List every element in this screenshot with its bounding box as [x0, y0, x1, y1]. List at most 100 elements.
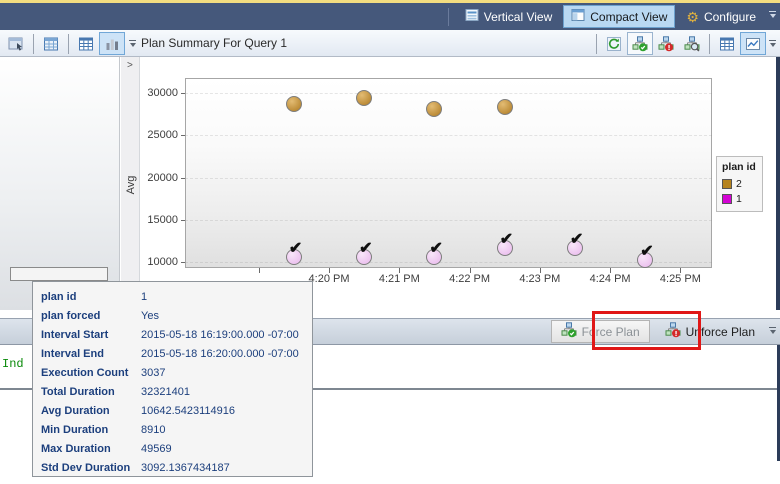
forced-plan-check-icon: ✔: [640, 243, 654, 261]
results-pane-icon[interactable]: [3, 32, 29, 55]
chart-toggle-icon[interactable]: [740, 32, 766, 55]
tooltip-row: Avg Duration 10642.5423114916: [41, 402, 306, 421]
force-plan-button[interactable]: Force Plan: [550, 320, 650, 343]
tooltip-row: Max Duration 49569: [41, 440, 306, 459]
refresh-icon[interactable]: [601, 32, 627, 55]
chevron-down-icon: [769, 43, 776, 47]
vertical-view-button[interactable]: Vertical View: [457, 5, 560, 28]
plan-grid-pane: [0, 57, 120, 310]
tooltip-row-label: Interval End: [41, 347, 104, 360]
panel-title: Plan Summary For Query 1: [141, 36, 288, 50]
y-axis-title: Avg: [125, 175, 137, 195]
plan-2-data-point[interactable]: [426, 100, 443, 117]
vertical-view-label: Vertical View: [483, 9, 553, 24]
tooltip-row-label: plan id: [41, 290, 77, 303]
compact-view-icon: [571, 8, 585, 25]
toolbar-separator: [709, 33, 710, 54]
plan-details-tooltip: plan id 1 plan forced Yes Interval Start 2015…: [32, 281, 313, 477]
force-strip-overflow-button[interactable]: [769, 327, 776, 334]
legend-swatch: [722, 179, 732, 189]
compact-view-button[interactable]: Compact View: [563, 5, 676, 28]
table-view-icon[interactable]: [73, 32, 99, 55]
chevron-down-icon: [769, 330, 776, 334]
tooltip-row: Std Dev Duration 3092.1367434187: [41, 459, 306, 478]
tooltip-row-label: Avg Duration: [41, 405, 110, 418]
unforce-plan-icon: [665, 322, 681, 341]
force-plan-icon: [561, 322, 577, 341]
overflow-bar: [769, 327, 776, 328]
configure-gear-icon: ⚙: [686, 8, 699, 25]
tooltip-row: Interval Start 2015-05-18 16:19:00.000 -0…: [41, 325, 306, 344]
overflow-bar: [129, 40, 136, 41]
unforce-plan-label: Unforce Plan: [685, 324, 755, 339]
toolbar-separator: [596, 33, 597, 54]
plan-2-data-point[interactable]: [496, 98, 513, 115]
legend: plan id 2 1: [716, 156, 763, 212]
legend-label: 1: [736, 193, 742, 205]
unforce-plan-button[interactable]: Unforce Plan: [656, 321, 764, 342]
tooltip-row-value: 2015-05-18 16:19:00.000 -07:00: [141, 328, 299, 341]
plan-summary-toolbar: [0, 30, 780, 57]
forced-plan-check-icon: ✔: [429, 239, 443, 257]
pane-divider[interactable]: [0, 388, 777, 390]
tooltip-row-value: 3037: [141, 366, 166, 379]
chart-view-icon[interactable]: [99, 32, 125, 55]
chevron-down-icon: [129, 43, 136, 47]
tooltip-row-value: 10642.5423114916: [141, 405, 236, 418]
topbar-overflow-button[interactable]: [769, 11, 776, 18]
toolbar-right-overflow-button[interactable]: [769, 40, 776, 47]
tooltip-row-value: 1: [141, 290, 148, 303]
chevron-down-icon: [769, 14, 776, 18]
tooltip-row-value: 8910: [141, 424, 166, 437]
plot-area: [185, 78, 712, 268]
tooltip-row-label: Total Duration: [41, 386, 115, 399]
tooltip-row-label: Std Dev Duration: [41, 462, 131, 475]
overflow-bar: [769, 11, 776, 12]
unforce-plan-icon[interactable]: [653, 32, 679, 55]
collapsed-grid-box[interactable]: [10, 267, 108, 281]
tooltip-row: Interval End 2015-05-18 16:20:00.000 -07:…: [41, 344, 306, 363]
grid-view-icon[interactable]: [38, 32, 64, 55]
plan-1-data-point[interactable]: ✔: [566, 232, 583, 257]
tooltip-row-label: Interval Start: [41, 328, 109, 341]
tooltip-row-value: 2015-05-18 16:20:00.000 -07:00: [141, 347, 299, 360]
tooltip-row-value: 32321401: [141, 386, 190, 399]
configure-button[interactable]: ⚙ Configure: [678, 5, 764, 28]
legend-swatch: [722, 194, 732, 204]
toolbar-overflow-button[interactable]: [129, 40, 136, 47]
tooltip-row-label: plan forced: [41, 309, 101, 322]
view-switch-icon-group: [3, 31, 136, 56]
force-plan-label: Force Plan: [581, 324, 640, 339]
toolbar-separator: [33, 33, 34, 54]
plan-1-data-point[interactable]: ✔: [285, 240, 302, 265]
tooltip-row-label: Min Duration: [41, 424, 109, 437]
plan-2-data-point[interactable]: [356, 90, 373, 107]
forced-plan-check-icon: ✔: [499, 230, 514, 248]
tooltip-row-value: 3092.1367434187: [141, 462, 230, 475]
plan-2-data-point[interactable]: [285, 96, 302, 113]
view-mode-bar: Vertical View Compact View ⚙ Configure: [0, 0, 780, 30]
topbar-separator: [447, 7, 449, 26]
pane-splitter[interactable]: [121, 57, 140, 310]
window-right-edge: [776, 57, 780, 310]
overflow-bar: [769, 40, 776, 41]
legend-item-plan-1[interactable]: 1: [722, 193, 758, 205]
forced-plan-check-icon: ✔: [359, 240, 373, 258]
grid-results-icon[interactable]: [714, 32, 740, 55]
tooltip-row-label: Max Duration: [41, 443, 111, 456]
window-right-edge: [777, 345, 780, 461]
legend-title: plan id: [722, 161, 756, 173]
configure-label: Configure: [703, 9, 756, 24]
annotation-highlight-box: [592, 311, 701, 350]
plan-1-data-point[interactable]: ✔: [426, 240, 443, 265]
plan-1-data-point[interactable]: ✔: [637, 244, 654, 269]
force-plan-icon[interactable]: [627, 32, 653, 55]
plan-1-data-point[interactable]: ✔: [496, 231, 513, 256]
tooltip-row: Min Duration 8910: [41, 421, 306, 440]
expand-pane-chevron-icon[interactable]: >: [127, 60, 133, 71]
tooltip-row: Total Duration 32321401: [41, 382, 306, 401]
compare-plans-icon[interactable]: [679, 32, 705, 55]
plan-1-data-point[interactable]: ✔: [356, 241, 373, 266]
legend-item-plan-2[interactable]: 2: [722, 178, 758, 190]
